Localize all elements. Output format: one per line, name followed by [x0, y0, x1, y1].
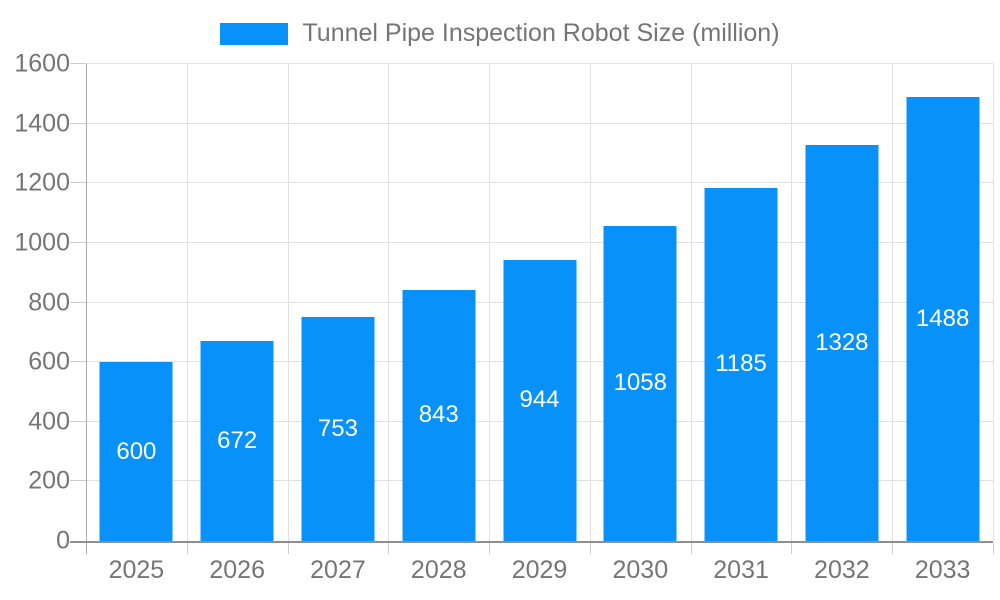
h-gridline	[86, 63, 993, 64]
y-tick-label: 0	[56, 526, 70, 555]
bar-value-label: 1058	[613, 369, 667, 397]
y-axis-line	[86, 64, 87, 541]
x-boundary-tick	[690, 543, 692, 554]
bar-2032: 1328	[805, 145, 879, 541]
y-tick-label: 1000	[14, 228, 70, 257]
v-gridline	[287, 64, 289, 541]
y-tick-mark	[70, 480, 86, 482]
x-tick-label: 2028	[410, 556, 467, 584]
h-gridline	[86, 241, 993, 243]
x-tick-label: 2032	[814, 556, 870, 584]
bar-2033: 1488	[906, 97, 980, 541]
x-tick-label: 2025	[108, 556, 165, 584]
bar-2028: 843	[402, 289, 476, 541]
v-gridline	[892, 64, 894, 541]
x-tick-label: 2030	[612, 556, 669, 584]
x-tick-label: 2029	[511, 556, 568, 584]
x-axis-labels: 2025 2026 2027 2028 2029 2030 2031 2032 2033	[86, 558, 993, 583]
bar-2029: 944	[503, 259, 576, 541]
v-gridline	[186, 64, 188, 541]
bar-2031: 1185	[704, 187, 778, 541]
bar-value-label: 944	[519, 386, 560, 414]
x-boundary-tick	[993, 543, 994, 554]
v-gridline	[489, 64, 491, 541]
bar-value-label: 1185	[715, 350, 767, 378]
bar-2026: 672	[200, 340, 274, 541]
x-axis-baseline-tick	[70, 541, 86, 543]
v-gridline	[690, 64, 692, 541]
x-tick-label: 2027	[310, 556, 366, 584]
v-gridline	[388, 64, 390, 541]
y-tick-mark	[70, 420, 86, 422]
x-tick-label: 2026	[209, 556, 265, 584]
y-tick-mark	[70, 63, 86, 64]
x-boundary-tick	[388, 543, 390, 554]
y-tick-label: 800	[28, 288, 70, 316]
y-tick-label: 1600	[14, 49, 70, 78]
y-tick-mark	[70, 361, 86, 363]
y-axis-labels: 0 200 400 600 800 1000 1200 1400 1600	[0, 51, 70, 553]
x-boundary-tick	[892, 543, 894, 554]
x-boundary-tick	[589, 543, 591, 554]
y-tick-label: 200	[28, 466, 70, 495]
x-boundary-tick	[186, 543, 188, 554]
legend-color-swatch	[220, 22, 289, 45]
y-tick-label: 400	[28, 407, 70, 436]
bar-value-label: 1488	[915, 305, 970, 333]
bar-value-label: 600	[116, 437, 157, 465]
v-gridline	[791, 64, 793, 541]
h-gridline	[86, 122, 993, 124]
x-boundary-tick	[791, 543, 793, 554]
bar-2030: 1058	[603, 225, 677, 541]
y-tick-label: 1400	[14, 109, 70, 138]
bar-2025: 600	[99, 362, 173, 541]
y-tick-mark	[70, 182, 86, 184]
x-boundary-tick	[489, 543, 491, 554]
x-boundary-tick	[287, 543, 289, 554]
x-tick-label: 2031	[713, 556, 769, 584]
x-tick-label: 2033	[914, 556, 971, 584]
plot-area: 600 672 753 843 944 1058 1185 1328 1488	[70, 63, 994, 554]
v-gridline	[589, 64, 591, 541]
y-tick-mark	[70, 301, 86, 303]
bar-value-label: 1328	[815, 329, 869, 357]
y-tick-mark	[70, 241, 86, 243]
v-gridline	[993, 64, 994, 541]
bar-value-label: 672	[217, 426, 258, 454]
bar-2027: 753	[301, 316, 375, 541]
bar-value-label: 753	[317, 414, 358, 442]
y-tick-label: 1200	[14, 168, 70, 197]
x-boundary-tick	[86, 543, 87, 554]
y-tick-label: 600	[28, 347, 70, 376]
bar-value-label: 843	[418, 401, 459, 429]
h-gridline	[86, 182, 993, 184]
chart-legend: Tunnel Pipe Inspection Robot Size (milli…	[0, 19, 1000, 48]
legend-label: Tunnel Pipe Inspection Robot Size (milli…	[302, 19, 780, 47]
y-tick-mark	[70, 122, 86, 124]
